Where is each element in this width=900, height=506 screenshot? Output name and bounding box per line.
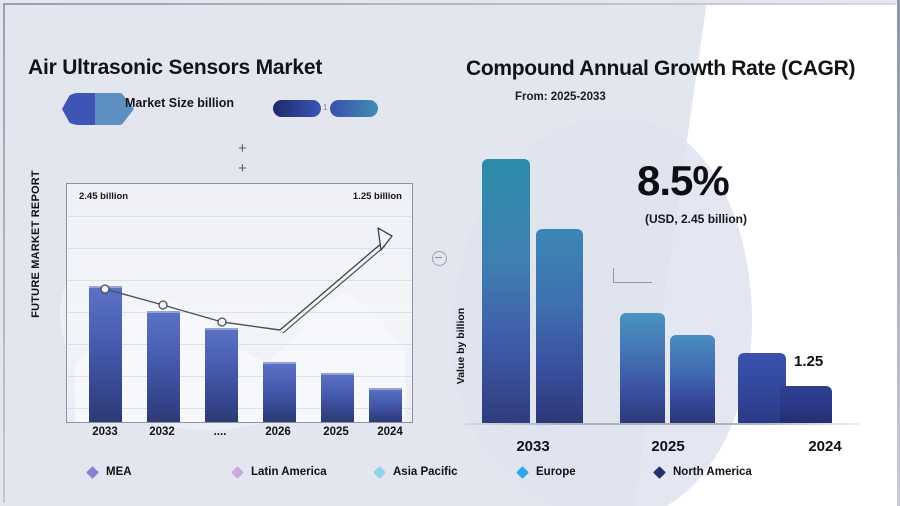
cagr-value: 8.5% xyxy=(637,157,730,204)
pill-indicator-group: 1 xyxy=(273,100,383,118)
cagr-chart: 2033 2025 1.25 2024 xyxy=(460,150,880,455)
gridline xyxy=(67,216,412,217)
right-x-label-2024: 2024 xyxy=(808,438,842,455)
gridline xyxy=(67,312,412,313)
trend-marker xyxy=(158,300,168,310)
bar-ellipsis xyxy=(205,328,238,422)
market-size-chip-icon xyxy=(62,93,134,125)
bar-2033 xyxy=(89,286,122,422)
right-x-label-2025: 2025 xyxy=(651,438,685,455)
bar-2025-back xyxy=(670,335,715,423)
legend-label: MEA xyxy=(106,466,132,478)
left-chart-x-axis: 2033 2032 .... 2026 2025 2024 xyxy=(66,426,411,446)
legend-dot-icon xyxy=(516,465,529,479)
legend-item-north-america[interactable]: North America xyxy=(653,465,752,479)
bar-2033-front xyxy=(482,159,530,423)
legend-label: Europe xyxy=(536,466,576,478)
frame-top-border xyxy=(3,3,896,5)
plus-icon-1: + xyxy=(238,140,247,157)
bar-2024-back xyxy=(780,386,832,423)
bar-2024 xyxy=(369,388,402,422)
bar-2032 xyxy=(147,311,180,422)
gridline xyxy=(67,280,412,281)
gridline xyxy=(67,376,412,377)
x-label-2033: 2033 xyxy=(92,426,118,438)
growth-arrow-shaft xyxy=(279,241,384,331)
x-label-2032: 2032 xyxy=(149,426,175,438)
left-chart-plot-area: 2.45 billion 1.25 billion xyxy=(67,184,412,422)
bar-2025-front xyxy=(620,313,665,423)
gridline xyxy=(67,408,412,409)
pill-indicator-a xyxy=(273,100,321,117)
legend-item-latin-america[interactable]: Latin America xyxy=(231,465,327,479)
legend-label: Asia Pacific xyxy=(393,466,458,478)
tick-mark-icon xyxy=(613,268,652,283)
trend-marker xyxy=(100,284,110,294)
legend-item-mea[interactable]: MEA xyxy=(86,465,132,479)
x-label-2025: 2025 xyxy=(323,426,349,438)
legend-dot-icon xyxy=(231,465,244,479)
pill-indicator-b xyxy=(330,100,378,117)
frame-left-border xyxy=(3,3,5,503)
left-chart-y-axis-label: FUTURE MARKET REPORT xyxy=(30,170,42,318)
bar-2025 xyxy=(321,373,354,422)
left-panel-title: Air Ultrasonic Sensors Market xyxy=(28,56,323,79)
x-label-2024: 2024 xyxy=(377,426,403,438)
chart-legend: MEA Latin America Asia Pacific Europe No… xyxy=(0,465,900,490)
bar-2033-back xyxy=(536,229,583,423)
legend-item-europe[interactable]: Europe xyxy=(516,465,576,479)
left-chart-label-end: 1.25 billion xyxy=(352,191,402,202)
market-size-chart: 2.45 billion 1.25 billion xyxy=(66,183,413,423)
gridline xyxy=(67,248,412,249)
growth-arrow-head xyxy=(377,227,393,251)
right-panel-subtitle: From: 2025-2033 xyxy=(515,91,606,103)
frame-right-border xyxy=(897,0,900,506)
pill-separator-label: 1 xyxy=(323,103,328,112)
right-panel-title: Compound Annual Growth Rate (CAGR) xyxy=(466,57,856,80)
trend-line-path xyxy=(104,288,281,331)
trend-marker xyxy=(217,317,227,327)
legend-dot-icon xyxy=(653,465,666,479)
minus-circle-icon xyxy=(432,251,447,266)
legend-label: North America xyxy=(673,466,752,478)
plus-icon-2: + xyxy=(238,160,247,177)
bar-2024-value-label: 1.25 xyxy=(794,353,824,370)
x-label-2026: 2026 xyxy=(265,426,291,438)
legend-label: Latin America xyxy=(251,466,327,478)
right-chart-baseline xyxy=(462,423,860,425)
market-size-chip-label: Market Size billion xyxy=(125,96,235,110)
left-chart-overlay-lines xyxy=(100,227,393,334)
left-chart-label-start: 2.45 billion xyxy=(79,191,129,202)
x-label-ellipsis: .... xyxy=(213,426,227,438)
bar-2026 xyxy=(263,362,296,422)
gridline xyxy=(67,344,412,345)
bar-2024-front xyxy=(738,353,786,423)
legend-item-asia-pacific[interactable]: Asia Pacific xyxy=(373,465,458,479)
right-x-label-2033: 2033 xyxy=(516,438,550,455)
legend-dot-icon xyxy=(86,465,99,479)
legend-dot-icon xyxy=(373,465,386,479)
growth-arrow-shaft-2 xyxy=(282,245,386,334)
cagr-note: (USD, 2.45 billion) xyxy=(645,212,748,226)
